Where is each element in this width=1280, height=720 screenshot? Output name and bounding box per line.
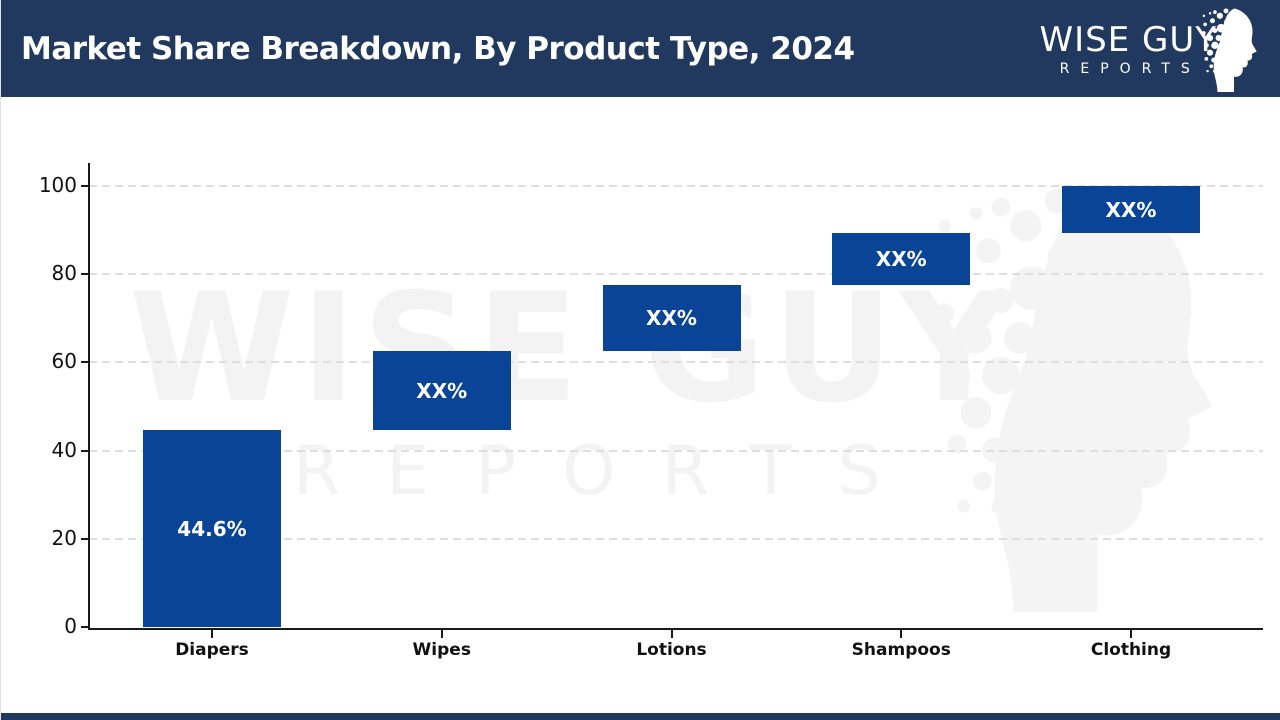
x-axis-line (88, 628, 1263, 630)
gridline (89, 185, 1263, 187)
x-tick (900, 630, 903, 638)
x-tick (1130, 630, 1132, 638)
x-category-label: Wipes (412, 640, 471, 660)
x-category-label: Shampoos (851, 640, 951, 660)
y-tick (81, 537, 89, 540)
x-tick (211, 630, 213, 638)
bar-value-label: XX% (1105, 197, 1157, 222)
gridline (89, 537, 1263, 540)
wise-guy-logo: WISE GUY REPORTS (1039, 6, 1269, 92)
bar-clothing: XX% (1062, 186, 1200, 234)
bar-lotions: XX% (602, 285, 741, 352)
y-tick-label: 80 (51, 261, 77, 286)
y-axis-line (88, 163, 90, 630)
bar-value-label: 44.6% (177, 516, 247, 541)
gridline (89, 449, 1263, 452)
gridline (89, 361, 1263, 364)
y-tick (81, 361, 89, 364)
bar-wipes: XX% (372, 351, 511, 431)
chart-title: Market Share Breakdown, By Product Type,… (21, 30, 855, 67)
logo-wordmark: WISE GUY (1039, 19, 1217, 60)
header-band: Market Share Breakdown, By Product Type,… (1, 0, 1280, 97)
y-tick (81, 273, 89, 276)
x-category-label: Diapers (175, 640, 249, 660)
watermark-subtitle: REPORTS (293, 432, 927, 511)
footer-band (1, 713, 1280, 720)
bar-value-label: XX% (646, 306, 697, 331)
bar-shampoos: XX% (832, 233, 971, 286)
bar-value-label: XX% (875, 247, 927, 272)
bar-value-label: XX% (416, 378, 468, 403)
y-tick-label: 60 (51, 349, 77, 374)
y-tick-label: 40 (51, 437, 77, 462)
x-tick (440, 630, 443, 638)
x-tick (670, 630, 673, 638)
watermark-wordmark: WISE GUY (129, 262, 1015, 436)
x-category-label: Lotions (636, 640, 707, 660)
y-tick-label: 100 (38, 173, 77, 197)
logo-text: WISE GUY REPORTS (1039, 22, 1217, 77)
bar-diapers: 44.6% (143, 430, 281, 627)
y-tick-label: 0 (64, 614, 77, 638)
gridline (89, 273, 1263, 276)
y-tick-label: 20 (51, 525, 77, 550)
x-category-label: Clothing (1090, 640, 1172, 660)
y-tick (81, 626, 89, 628)
y-tick (81, 185, 89, 187)
y-tick (81, 449, 89, 452)
logo-subtitle: REPORTS (1059, 60, 1201, 77)
